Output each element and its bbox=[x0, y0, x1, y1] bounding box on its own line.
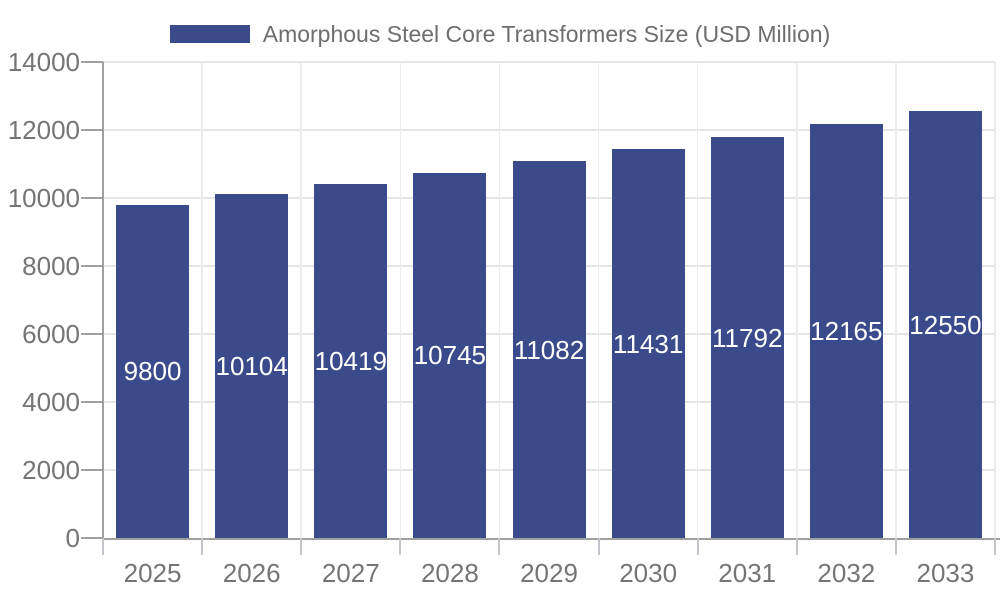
x-gridline bbox=[300, 62, 302, 538]
legend-label: Amorphous Steel Core Transformers Size (… bbox=[262, 20, 831, 47]
bar bbox=[413, 172, 487, 538]
x-tick bbox=[696, 538, 699, 555]
y-tick bbox=[81, 401, 103, 403]
x-gridline bbox=[597, 62, 600, 538]
y-tick-label: 0 bbox=[65, 523, 80, 553]
bar-value-label: 11792 bbox=[712, 322, 783, 353]
x-tick bbox=[102, 538, 104, 555]
y-gridline bbox=[103, 129, 995, 131]
x-gridline bbox=[399, 62, 402, 538]
y-tick-label: 14000 bbox=[7, 47, 80, 77]
y-tick bbox=[81, 129, 103, 131]
x-tick-label: 2033 bbox=[916, 558, 975, 588]
legend: Amorphous Steel Core Transformers Size (… bbox=[0, 20, 1000, 48]
bar-value-label: 9800 bbox=[123, 356, 182, 387]
x-tick bbox=[399, 538, 402, 555]
x-axis-line bbox=[103, 538, 1000, 540]
legend-swatch bbox=[169, 25, 250, 43]
y-tick-label: 4000 bbox=[22, 387, 80, 417]
y-tick-label: 2000 bbox=[22, 455, 80, 485]
x-gridline bbox=[696, 62, 699, 538]
x-tick bbox=[894, 538, 897, 555]
y-tick bbox=[81, 333, 103, 335]
y-gridline bbox=[103, 61, 995, 63]
x-tick bbox=[795, 538, 798, 555]
bar-value-label: 10419 bbox=[314, 345, 387, 376]
bar-value-label: 12165 bbox=[810, 316, 883, 347]
y-tick bbox=[81, 61, 103, 63]
y-tick bbox=[81, 197, 103, 199]
bar bbox=[908, 111, 982, 538]
bar bbox=[611, 149, 685, 538]
y-tick bbox=[81, 265, 103, 267]
x-tick-label: 2032 bbox=[817, 558, 876, 588]
y-tick-label: 6000 bbox=[22, 319, 80, 349]
y-axis-line bbox=[102, 62, 104, 538]
x-tick-label: 2026 bbox=[222, 558, 281, 588]
bar-value-label: 10104 bbox=[215, 351, 288, 382]
x-gridline bbox=[895, 62, 897, 538]
x-tick-label: 2029 bbox=[520, 558, 578, 588]
x-tick-label: 2025 bbox=[123, 558, 182, 588]
y-tick-label: 12000 bbox=[7, 115, 80, 145]
x-tick bbox=[597, 538, 600, 555]
x-tick-label: 2031 bbox=[718, 558, 777, 588]
bar bbox=[215, 194, 289, 538]
x-tick bbox=[994, 538, 996, 555]
y-tick bbox=[81, 469, 103, 471]
bar-value-label: 12550 bbox=[909, 309, 982, 340]
x-tick bbox=[300, 538, 303, 555]
x-gridline bbox=[994, 62, 996, 538]
x-tick-label: 2030 bbox=[619, 558, 678, 588]
x-tick bbox=[498, 538, 501, 555]
bar-value-label: 11082 bbox=[513, 334, 585, 365]
x-tick-label: 2028 bbox=[420, 558, 479, 588]
bar-value-label: 10745 bbox=[413, 340, 487, 371]
x-gridline bbox=[498, 62, 501, 538]
bar-value-label: 11431 bbox=[612, 328, 684, 359]
bar bbox=[809, 124, 883, 538]
bar bbox=[116, 204, 190, 538]
plot-area: 9800 10104 10419 10745 11082 11431 11792 12165 1… bbox=[8, 47, 1000, 588]
bar bbox=[512, 161, 586, 538]
x-tick-label: 2027 bbox=[321, 558, 380, 588]
x-tick bbox=[201, 538, 204, 555]
y-tick-label: 8000 bbox=[22, 251, 80, 281]
y-tick bbox=[81, 537, 103, 539]
bar bbox=[710, 137, 784, 538]
y-tick-label: 10000 bbox=[7, 183, 80, 213]
x-gridline bbox=[201, 62, 203, 538]
x-gridline bbox=[796, 62, 798, 538]
bar bbox=[314, 183, 388, 538]
